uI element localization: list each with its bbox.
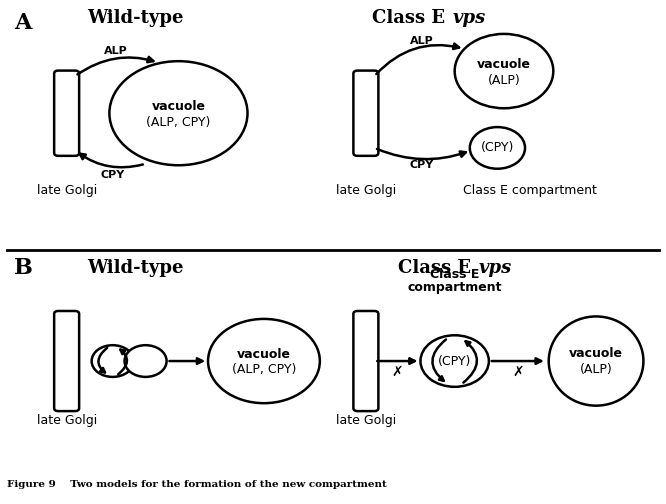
Text: ✗: ✗ bbox=[512, 365, 523, 379]
Text: late Golgi: late Golgi bbox=[37, 414, 97, 427]
Text: vps: vps bbox=[453, 9, 486, 27]
Text: vacuole: vacuole bbox=[569, 347, 623, 360]
Ellipse shape bbox=[549, 317, 643, 406]
Text: Wild-type: Wild-type bbox=[87, 260, 184, 277]
FancyArrowPatch shape bbox=[99, 348, 107, 372]
Text: CPY: CPY bbox=[410, 160, 434, 170]
Circle shape bbox=[125, 345, 166, 377]
Text: (ALP, CPY): (ALP, CPY) bbox=[232, 363, 296, 376]
Text: (ALP): (ALP) bbox=[579, 363, 613, 376]
FancyBboxPatch shape bbox=[354, 311, 378, 411]
FancyBboxPatch shape bbox=[354, 71, 378, 156]
Text: Class E: Class E bbox=[398, 260, 478, 277]
FancyArrowPatch shape bbox=[432, 340, 446, 381]
Circle shape bbox=[420, 335, 489, 387]
FancyArrowPatch shape bbox=[376, 43, 459, 74]
Text: Class E: Class E bbox=[372, 9, 452, 27]
Text: late Golgi: late Golgi bbox=[336, 183, 396, 197]
Circle shape bbox=[455, 34, 553, 108]
Text: late Golgi: late Golgi bbox=[37, 183, 97, 197]
Text: CPY: CPY bbox=[101, 170, 125, 180]
Circle shape bbox=[470, 127, 525, 169]
Text: ALP: ALP bbox=[410, 36, 434, 46]
FancyArrowPatch shape bbox=[80, 154, 143, 167]
FancyBboxPatch shape bbox=[54, 311, 79, 411]
FancyArrowPatch shape bbox=[169, 358, 202, 364]
Text: (CPY): (CPY) bbox=[481, 142, 514, 154]
Text: A: A bbox=[14, 12, 31, 34]
Text: B: B bbox=[14, 257, 33, 279]
Text: vacuole: vacuole bbox=[237, 348, 291, 361]
FancyArrowPatch shape bbox=[77, 57, 153, 75]
Text: Class E: Class E bbox=[430, 268, 480, 281]
Text: Class E compartment: Class E compartment bbox=[464, 183, 597, 197]
Text: vps: vps bbox=[479, 260, 512, 277]
Text: late Golgi: late Golgi bbox=[336, 414, 396, 427]
FancyArrowPatch shape bbox=[464, 341, 477, 383]
Text: (ALP, CPY): (ALP, CPY) bbox=[147, 115, 210, 129]
FancyArrowPatch shape bbox=[118, 350, 127, 374]
Text: ALP: ALP bbox=[104, 46, 128, 56]
Circle shape bbox=[92, 345, 134, 377]
Circle shape bbox=[109, 61, 248, 165]
Text: Wild-type: Wild-type bbox=[87, 9, 184, 27]
Text: Figure 9    Two models for the formation of the new compartment: Figure 9 Two models for the formation of… bbox=[7, 480, 387, 489]
Text: (CPY): (CPY) bbox=[438, 354, 472, 367]
Circle shape bbox=[208, 319, 320, 403]
FancyArrowPatch shape bbox=[492, 358, 541, 364]
FancyBboxPatch shape bbox=[54, 71, 79, 156]
FancyArrowPatch shape bbox=[377, 149, 466, 159]
Text: ✗: ✗ bbox=[392, 365, 404, 379]
Text: compartment: compartment bbox=[408, 281, 502, 294]
Text: (ALP): (ALP) bbox=[488, 74, 520, 87]
Text: vacuole: vacuole bbox=[477, 58, 531, 71]
Text: vacuole: vacuole bbox=[151, 100, 205, 113]
